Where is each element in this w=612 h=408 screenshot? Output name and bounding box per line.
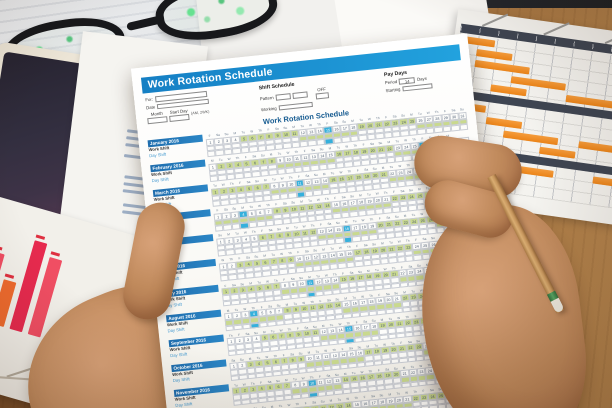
month-field (147, 116, 168, 124)
start-note: (AM, 2WK) (190, 109, 210, 116)
gantt-bar (474, 59, 530, 75)
period-label: Period (384, 79, 398, 86)
off-field (315, 92, 329, 100)
month-left-labels: September 2016 Work Shift Day Shift (168, 334, 229, 362)
gantt-group-label-mark (481, 13, 509, 27)
gantt-bar (485, 116, 523, 129)
gantt-bar (502, 130, 559, 146)
period-field: 14 (398, 77, 416, 85)
for-label: For: (145, 96, 154, 103)
date-label: Date (145, 104, 156, 111)
working-field (278, 101, 313, 111)
month-left-labels: January 2016 Work Shift Day Shift (147, 134, 208, 162)
gantt-bar (578, 141, 612, 154)
pattern-label: Pattern (259, 95, 274, 102)
month-left-labels: October 2016 Work Shift Day Shift (171, 359, 231, 387)
off-label: OFF (316, 86, 327, 93)
pattern-field-1 (275, 93, 291, 101)
start-day-field (169, 113, 190, 122)
gantt-group-label-mark (543, 22, 570, 36)
eyeglasses-right-lens (151, 0, 282, 48)
pattern-field-2 (292, 91, 308, 99)
month-left-labels: August 2016 Work Shift Day Shift (165, 309, 226, 337)
starting-field (402, 82, 433, 92)
gantt-bar (517, 165, 554, 178)
starting-label: Starting (385, 86, 401, 93)
month-left-labels: February 2016 Work Shift Day Shift (150, 159, 210, 187)
pay-days-group: Pay Days Period 14 Days Starting (384, 64, 463, 101)
eyeglasses-bridge (126, 15, 162, 32)
day-cell (459, 123, 469, 131)
gantt-group-label-mark (604, 30, 612, 45)
period-unit-label: Days (416, 76, 428, 83)
gantt-bar (592, 176, 612, 189)
gantt-bar (475, 48, 513, 61)
month-left-labels: November 2016 Work Shift Day Shift (173, 384, 234, 408)
working-label: Working (260, 105, 277, 113)
